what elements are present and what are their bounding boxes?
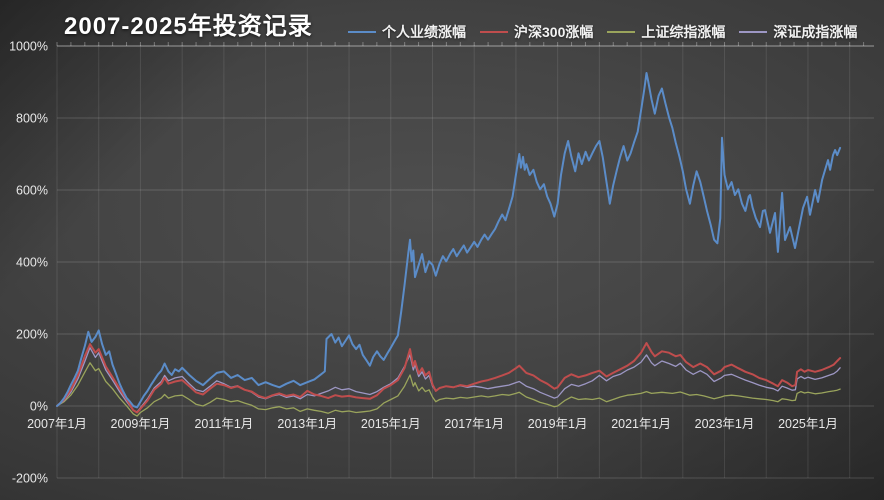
series-line-hs300 <box>56 342 842 414</box>
legend-line-swatch-szse <box>739 31 768 33</box>
chart-header: 2007-2025年投资记录 个人业绩涨幅 沪深300涨幅 上证综指涨幅 深证成指涨幅 <box>0 0 884 44</box>
x-tick-label: 2021年1月 <box>611 417 671 431</box>
x-tick-label: 2017年1月 <box>444 417 504 431</box>
x-tick-label: 2009年1月 <box>111 417 171 431</box>
legend-item-hs300: 沪深300涨幅 <box>480 22 593 42</box>
y-tick-label: 0% <box>30 400 48 414</box>
series-line-sse <box>56 362 841 417</box>
y-tick-label: -200% <box>12 472 48 486</box>
x-tick-label: 2013年1月 <box>277 417 337 431</box>
y-tick-label: 1000% <box>9 40 48 54</box>
legend-label-personal: 个人业绩涨幅 <box>382 24 466 40</box>
legend-label-hs300: 沪深300涨幅 <box>514 24 594 40</box>
legend-line-swatch-personal <box>348 31 376 33</box>
x-tick-label: 2007年1月 <box>27 417 87 431</box>
legend-item-szse: 深证成指涨幅 <box>739 22 857 42</box>
series-line-personal <box>56 72 842 409</box>
legend: 个人业绩涨幅 沪深300涨幅 上证综指涨幅 深证成指涨幅 <box>348 22 857 42</box>
legend-line-swatch-sse <box>607 31 636 33</box>
legend-label-sse: 上证综指涨幅 <box>641 24 726 40</box>
legend-line-swatch-hs300 <box>480 31 508 33</box>
legend-label-szse: 深证成指涨幅 <box>773 24 858 40</box>
x-tick-label: 2023年1月 <box>695 417 755 431</box>
y-tick-label: 200% <box>16 328 48 342</box>
legend-item-sse: 上证综指涨幅 <box>607 22 725 42</box>
y-tick-label: 800% <box>16 112 48 126</box>
series-line-szse <box>56 347 841 413</box>
x-tick-label: 2015年1月 <box>361 417 421 431</box>
y-tick-label: 400% <box>16 256 48 270</box>
y-tick-label: 600% <box>16 184 48 198</box>
page-title: 2007-2025年投资记录 <box>64 13 313 40</box>
legend-item-personal: 个人业绩涨幅 <box>348 22 466 42</box>
x-tick-label: 2025年1月 <box>778 417 838 431</box>
x-tick-label: 2019年1月 <box>528 417 588 431</box>
x-tick-label: 2011年1月 <box>194 417 253 431</box>
